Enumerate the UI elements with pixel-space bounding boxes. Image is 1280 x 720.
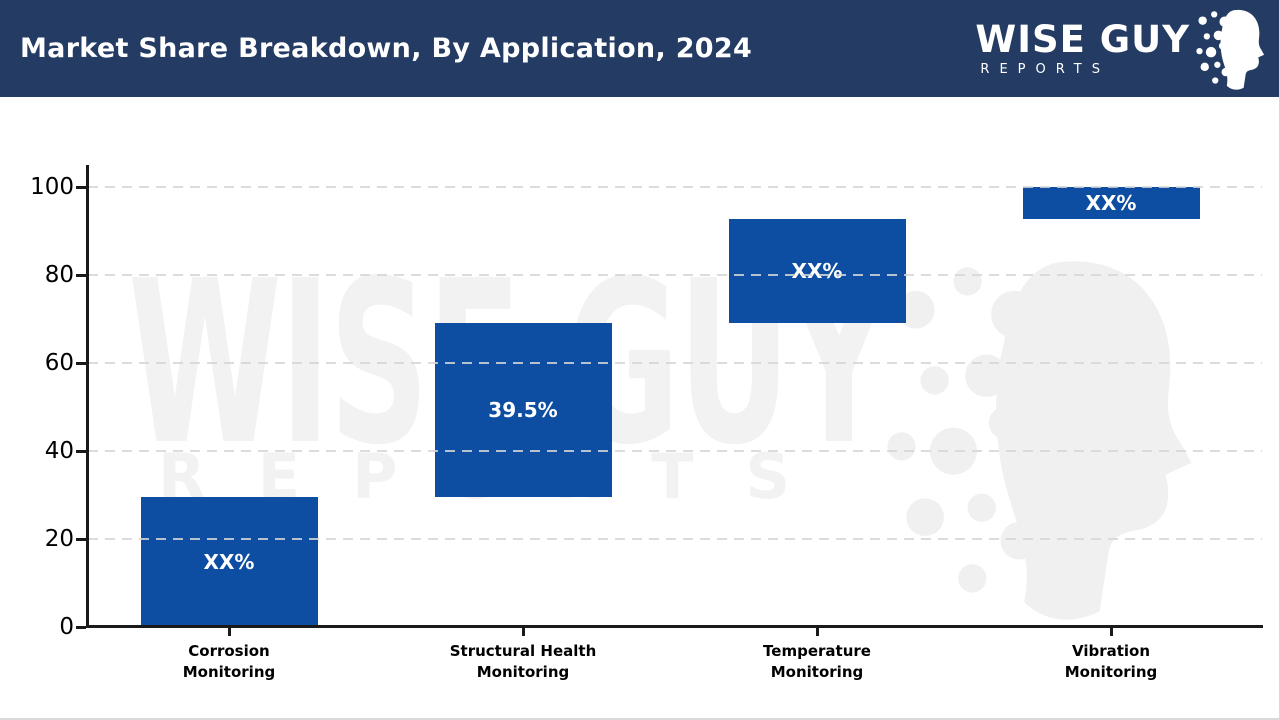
x-category-label-line: Corrosion (188, 642, 270, 660)
logo-text: WISE GUY REPORTS (975, 21, 1190, 77)
y-tick-label: 60 (44, 350, 74, 376)
wise-guy-logo: WISE GUY REPORTS (975, 7, 1270, 91)
x-category-label-line: Monitoring (182, 663, 276, 681)
x-tick-mark (228, 628, 231, 636)
y-tick-mark (76, 538, 86, 541)
gridline (88, 274, 1262, 276)
x-category-label-line: Vibration (1071, 642, 1151, 660)
x-category-label: Temperature Monitoring (670, 641, 964, 683)
y-tick-mark (76, 274, 86, 277)
bar-segment: XX% (1022, 187, 1200, 219)
x-tick-mark (522, 628, 525, 636)
y-tick-mark (76, 362, 86, 365)
y-tick-label: 100 (30, 174, 74, 200)
header-bar: Market Share Breakdown, By Application, … (0, 0, 1279, 97)
bar-value-label: XX% (791, 259, 843, 284)
logo-face-icon (1196, 9, 1265, 90)
x-category-label-line: Structural Health (449, 642, 597, 660)
y-tick-label: 40 (44, 438, 74, 464)
bar-segment: XX% (140, 497, 318, 627)
gridline (88, 538, 1262, 540)
x-category-label-line: Monitoring (1064, 663, 1158, 681)
y-tick-mark (76, 186, 86, 189)
y-tick-label: 80 (44, 262, 74, 288)
bar-value-label: 39.5% (488, 398, 558, 423)
x-category-label: Vibration Monitoring (964, 641, 1258, 683)
y-tick-mark (76, 626, 86, 629)
y-axis-line (86, 165, 89, 627)
y-tick-label: 0 (59, 614, 74, 640)
page-title: Market Share Breakdown, By Application, … (20, 33, 753, 64)
gridline (88, 186, 1262, 188)
gridline (88, 450, 1262, 452)
x-tick-mark (816, 628, 819, 636)
bar-value-label: XX% (203, 550, 255, 575)
logo-subtext: REPORTS (980, 61, 1111, 77)
logo-wordmark: WISE GUY (975, 17, 1190, 61)
bar-value-label: XX% (1085, 190, 1137, 215)
gridline (88, 362, 1262, 364)
bar-segment: XX% (728, 218, 906, 324)
x-category-label: Corrosion Monitoring (82, 641, 376, 683)
x-category-label-line: Monitoring (476, 663, 570, 681)
x-category-label: Structural Health Monitoring (376, 641, 670, 683)
x-category-label-line: Temperature (763, 642, 871, 660)
x-tick-mark (1110, 628, 1113, 636)
bar-segment: 39.5% (434, 323, 612, 498)
y-tick-mark (76, 450, 86, 453)
x-axis-line (86, 625, 1263, 628)
x-category-label-line: Monitoring (770, 663, 864, 681)
y-tick-label: 20 (44, 526, 74, 552)
